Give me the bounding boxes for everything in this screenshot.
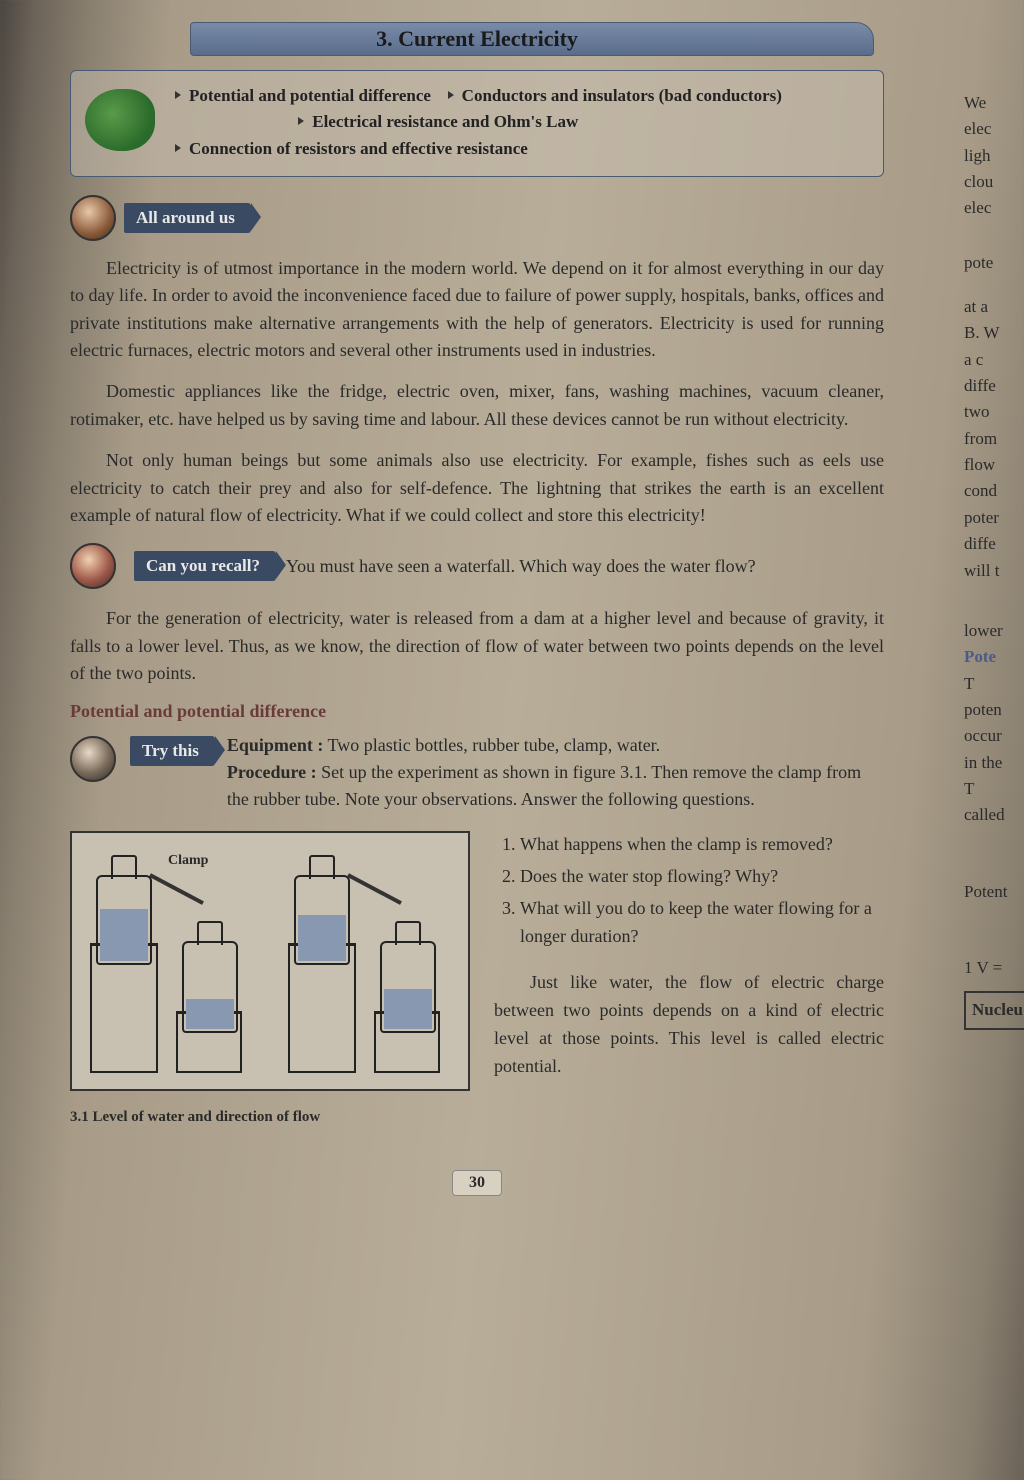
bottle-right-high bbox=[294, 875, 350, 965]
equipment-text: Two plastic bottles, rubber tube, clamp,… bbox=[323, 735, 660, 755]
recall-label: Can you recall? bbox=[134, 551, 276, 581]
bullet-icon bbox=[448, 91, 454, 99]
chapter-title: 3. Current Electricity bbox=[70, 26, 884, 52]
paragraph-2: Domestic appliances like the fridge, ele… bbox=[70, 378, 884, 433]
question-1: What happens when the clamp is removed? bbox=[520, 831, 884, 859]
equipment-label: Equipment : bbox=[227, 735, 324, 755]
procedure-label: Procedure : bbox=[227, 762, 317, 782]
bottom-row: Clamp 3.1 Level of water and direction o… bbox=[70, 831, 884, 1126]
try-this-row: Try this Equipment : Two plastic bottles… bbox=[70, 732, 884, 813]
recall-row: Can you recall? You must have seen a wat… bbox=[70, 543, 884, 589]
page-number: 30 bbox=[452, 1170, 502, 1196]
water-fill bbox=[100, 909, 148, 961]
figure-column: Clamp 3.1 Level of water and direction o… bbox=[70, 831, 470, 1126]
topics-box: Potential and potential difference Condu… bbox=[70, 70, 884, 177]
chapter-name: Current Electricity bbox=[398, 26, 578, 51]
bullet-icon bbox=[298, 117, 304, 125]
girl2-avatar-icon bbox=[70, 543, 116, 589]
chapter-number: 3. bbox=[376, 26, 393, 51]
conclusion-para: Just like water, the flow of electric ch… bbox=[494, 969, 884, 1081]
bullet-icon bbox=[175, 144, 181, 152]
tube-right bbox=[347, 874, 402, 906]
figure-3-1: Clamp bbox=[70, 831, 470, 1091]
all-around-us-tag: All around us bbox=[70, 195, 884, 241]
try-this-label: Try this bbox=[130, 736, 215, 766]
try-this-tag: Try this bbox=[70, 732, 215, 813]
try-this-text: Equipment : Two plastic bottles, rubber … bbox=[227, 732, 884, 813]
water-fill bbox=[298, 915, 346, 961]
bottle-left-low bbox=[182, 941, 238, 1033]
sub-heading: Potential and potential difference bbox=[70, 701, 884, 722]
procedure-text: Set up the experiment as shown in figure… bbox=[227, 762, 861, 809]
water-fill bbox=[384, 989, 432, 1029]
topics-line-3: Connection of resistors and effective re… bbox=[171, 136, 867, 162]
textbook-page: 3. Current Electricity Potential and pot… bbox=[42, 8, 912, 1156]
nucleus-box: Nucleu bbox=[964, 991, 1024, 1029]
topics-line-2: Electrical resistance and Ohm's Law bbox=[171, 109, 867, 135]
chapter-header: 3. Current Electricity bbox=[70, 18, 884, 64]
clamp-label: Clamp bbox=[168, 853, 208, 869]
tube-left bbox=[149, 874, 204, 906]
bottle-right-low bbox=[380, 941, 436, 1033]
frog-icon bbox=[85, 89, 155, 151]
water-fill bbox=[186, 999, 234, 1029]
recall-question: You must have seen a waterfall. Which wa… bbox=[286, 554, 884, 579]
girl-avatar-icon bbox=[70, 195, 116, 241]
question-3: What will you do to keep the water flowi… bbox=[520, 895, 884, 951]
figure-caption: 3.1 Level of water and direction of flow bbox=[70, 1109, 470, 1126]
paragraph-4: For the generation of electricity, water… bbox=[70, 605, 884, 687]
bottle-left-high bbox=[96, 875, 152, 965]
man-avatar-icon bbox=[70, 736, 116, 782]
paragraph-1: Electricity is of utmost importance in t… bbox=[70, 255, 884, 364]
bullet-icon bbox=[175, 91, 181, 99]
all-around-label: All around us bbox=[124, 203, 251, 233]
questions-list: What happens when the clamp is removed? … bbox=[494, 831, 884, 951]
topics-line-1: Potential and potential difference Condu… bbox=[171, 83, 867, 109]
question-2: Does the water stop flowing? Why? bbox=[520, 863, 884, 891]
paragraph-3: Not only human beings but some animals a… bbox=[70, 447, 884, 529]
questions-column: What happens when the clamp is removed? … bbox=[494, 831, 884, 1126]
next-page-margin: We elec ligh clou elec pote at a B. W a … bbox=[964, 90, 1024, 1030]
